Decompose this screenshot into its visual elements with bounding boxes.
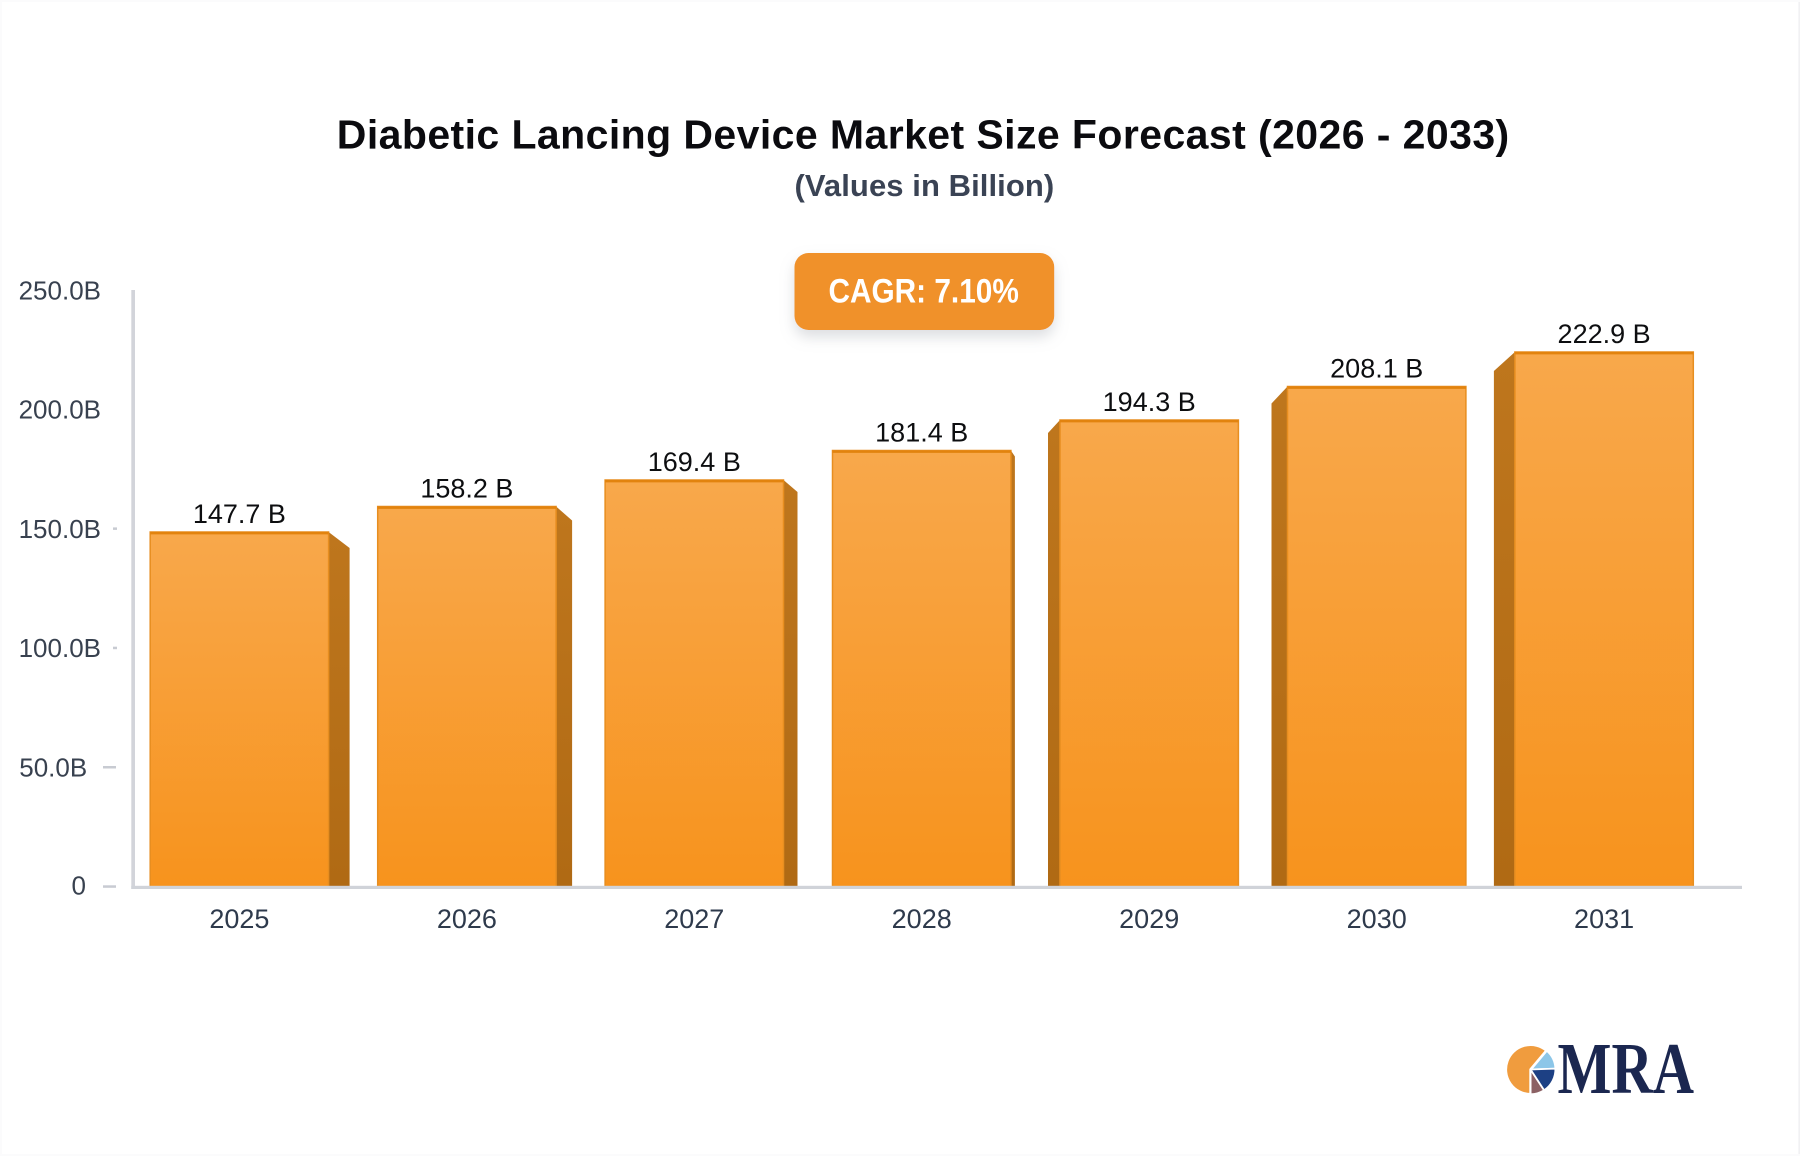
svg-text:0: 0 bbox=[72, 871, 86, 901]
svg-text:200.0B: 200.0B bbox=[19, 395, 101, 425]
svg-text:147.7 B: 147.7 B bbox=[193, 499, 286, 529]
svg-text:50.0B: 50.0B bbox=[19, 753, 87, 783]
svg-text:CAGR: 7.10%: CAGR: 7.10% bbox=[829, 273, 1019, 311]
svg-text:(Values in Billion): (Values in Billion) bbox=[795, 168, 1055, 203]
svg-text:2025: 2025 bbox=[209, 904, 269, 934]
svg-text:150.0B: 150.0B bbox=[19, 514, 101, 544]
svg-text:208.1 B: 208.1 B bbox=[1330, 354, 1423, 384]
svg-text:Diabetic Lancing Device Market: Diabetic Lancing Device Market Size Fore… bbox=[337, 112, 1509, 158]
svg-text:194.3 B: 194.3 B bbox=[1103, 387, 1196, 417]
svg-text:MRA: MRA bbox=[1558, 1028, 1695, 1109]
svg-text:158.2 B: 158.2 B bbox=[420, 474, 513, 504]
svg-text:2027: 2027 bbox=[664, 904, 724, 934]
svg-text:100.0B: 100.0B bbox=[19, 633, 101, 663]
svg-text:169.4 B: 169.4 B bbox=[648, 447, 741, 477]
svg-text:2026: 2026 bbox=[437, 904, 497, 934]
svg-text:181.4 B: 181.4 B bbox=[875, 418, 968, 448]
svg-text:2029: 2029 bbox=[1119, 904, 1179, 934]
svg-text:250.0B: 250.0B bbox=[19, 275, 101, 305]
svg-text:2030: 2030 bbox=[1347, 904, 1407, 934]
svg-text:2031: 2031 bbox=[1574, 904, 1634, 934]
svg-text:2028: 2028 bbox=[892, 904, 952, 934]
svg-text:222.9 B: 222.9 B bbox=[1558, 319, 1651, 349]
